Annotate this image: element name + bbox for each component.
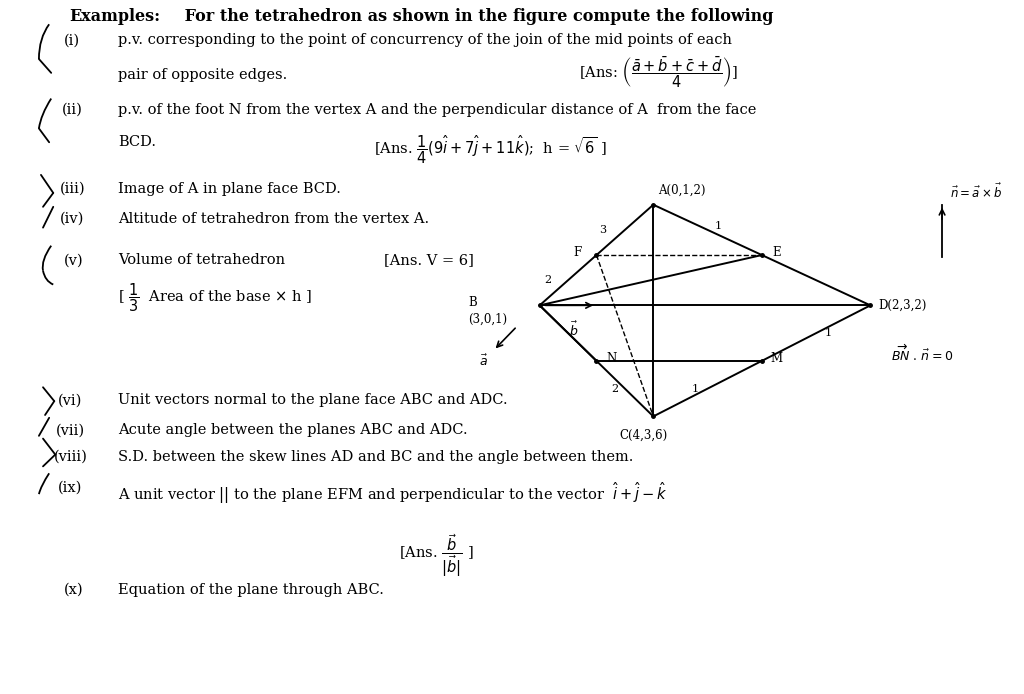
Text: S.D. between the skew lines AD and BC and the angle between them.: S.D. between the skew lines AD and BC an… xyxy=(118,450,633,464)
Text: M: M xyxy=(770,353,782,365)
Text: N: N xyxy=(606,353,617,365)
Text: [Ans: $\left(\dfrac{\bar{a}+\bar{b}+\bar{c}+\bar{d}}{4}\right)$]: [Ans: $\left(\dfrac{\bar{a}+\bar{b}+\bar… xyxy=(579,54,737,90)
Text: BCD.: BCD. xyxy=(118,135,156,149)
Text: p.v. corresponding to the point of concurrency of the join of the mid points of : p.v. corresponding to the point of concu… xyxy=(118,33,732,47)
Text: B: B xyxy=(468,296,477,309)
Text: 3: 3 xyxy=(599,225,606,235)
Text: p.v. of the foot N from the vertex A and the perpendicular distance of A  from t: p.v. of the foot N from the vertex A and… xyxy=(118,103,756,117)
Text: $\vec{a}$: $\vec{a}$ xyxy=(478,354,488,369)
Text: (ii): (ii) xyxy=(61,103,82,117)
Text: 1: 1 xyxy=(692,384,698,393)
Text: 1: 1 xyxy=(825,328,831,338)
Text: [ $\dfrac{1}{3}$  Area of the base $\times$ h ]: [ $\dfrac{1}{3}$ Area of the base $\time… xyxy=(118,281,312,314)
Text: $\overrightarrow{BN}$ . $\vec{n}=0$: $\overrightarrow{BN}$ . $\vec{n}=0$ xyxy=(891,344,953,364)
Text: [Ans. $\dfrac{1}{4}(9\hat{i}+7\hat{j}+11\hat{k})$;  h = $\sqrt{6}$ ]: [Ans. $\dfrac{1}{4}(9\hat{i}+7\hat{j}+11… xyxy=(374,133,606,166)
Text: F: F xyxy=(572,246,582,260)
Text: Examples:: Examples: xyxy=(70,8,161,25)
Text: (iii): (iii) xyxy=(59,182,85,196)
Text: (v): (v) xyxy=(63,253,83,267)
Text: (vii): (vii) xyxy=(56,423,85,437)
Text: 2: 2 xyxy=(611,384,618,393)
Text: (x): (x) xyxy=(63,583,83,597)
Text: (vi): (vi) xyxy=(58,393,83,407)
Text: C(4,3,6): C(4,3,6) xyxy=(618,429,668,442)
Text: A unit vector $||$ to the plane EFM and perpendicular to the vector  $\hat{i}+\h: A unit vector $||$ to the plane EFM and … xyxy=(118,480,668,506)
Text: (iv): (iv) xyxy=(59,212,84,226)
Text: $\vec{b}$: $\vec{b}$ xyxy=(568,321,579,339)
Text: Acute angle between the planes ABC and ADC.: Acute angle between the planes ABC and A… xyxy=(118,423,467,437)
Text: 1: 1 xyxy=(715,221,721,231)
Text: Altitude of tetrahedron from the vertex A.: Altitude of tetrahedron from the vertex … xyxy=(118,212,429,226)
Text: Image of A in plane face BCD.: Image of A in plane face BCD. xyxy=(118,182,341,196)
Text: pair of opposite edges.: pair of opposite edges. xyxy=(118,68,287,82)
Text: A(0,1,2): A(0,1,2) xyxy=(658,183,706,196)
Text: E: E xyxy=(772,246,780,260)
Text: Equation of the plane through ABC.: Equation of the plane through ABC. xyxy=(118,583,384,597)
Text: 2: 2 xyxy=(544,276,551,285)
Text: $\vec{n}=\vec{a}\times\vec{b}$: $\vec{n}=\vec{a}\times\vec{b}$ xyxy=(950,183,1002,201)
Text: For the tetrahedron as shown in the figure compute the following: For the tetrahedron as shown in the figu… xyxy=(179,8,774,25)
Text: D(2,3,2): D(2,3,2) xyxy=(879,299,927,312)
Text: [Ans. V = 6]: [Ans. V = 6] xyxy=(384,253,474,267)
Text: (viii): (viii) xyxy=(54,450,88,464)
Text: (i): (i) xyxy=(63,33,80,47)
Text: [Ans. $\dfrac{\vec{b}}{|\vec{b}|}$ ]: [Ans. $\dfrac{\vec{b}}{|\vec{b}|}$ ] xyxy=(399,533,474,579)
Text: (ix): (ix) xyxy=(58,480,83,494)
Text: (3,0,1): (3,0,1) xyxy=(468,313,507,325)
Text: Volume of tetrahedron: Volume of tetrahedron xyxy=(118,253,285,267)
Text: Unit vectors normal to the plane face ABC and ADC.: Unit vectors normal to the plane face AB… xyxy=(118,393,507,407)
